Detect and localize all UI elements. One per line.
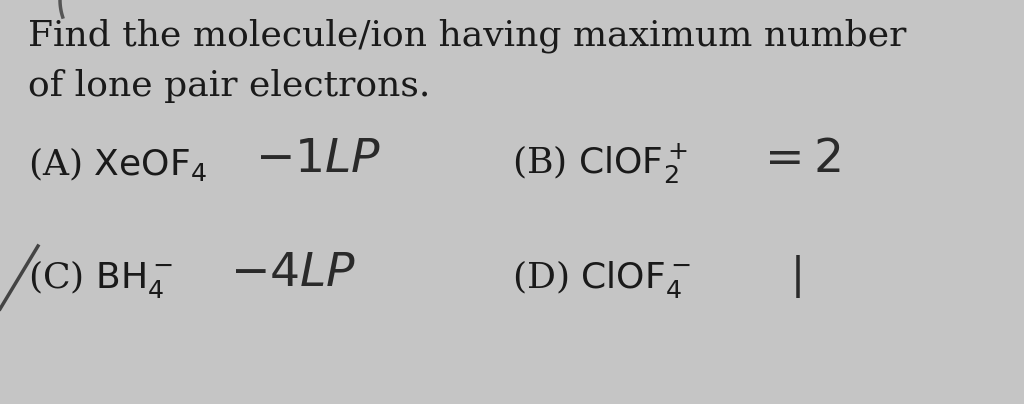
Text: (B) $\mathrm{ClOF_2^+}$: (B) $\mathrm{ClOF_2^+}$ — [512, 142, 688, 186]
Text: Find the molecule/ion having maximum number: Find the molecule/ion having maximum num… — [28, 19, 906, 53]
Text: of lone pair electrons.: of lone pair electrons. — [28, 69, 430, 103]
Text: $\mathit{|}$: $\mathit{|}$ — [790, 252, 801, 299]
Text: (A) $\mathrm{XeOF_4}$: (A) $\mathrm{XeOF_4}$ — [28, 145, 207, 183]
Text: (C) $\mathrm{BH_4^-}$: (C) $\mathrm{BH_4^-}$ — [28, 258, 173, 300]
Text: (D) $\mathrm{ClOF_4^-}$: (D) $\mathrm{ClOF_4^-}$ — [512, 258, 691, 300]
Text: $\mathit{= 2}$: $\mathit{= 2}$ — [755, 137, 841, 181]
Text: $-\mathit{4LP}$: $-\mathit{4LP}$ — [230, 252, 356, 297]
Text: $-\mathit{1LP}$: $-\mathit{1LP}$ — [255, 137, 381, 181]
